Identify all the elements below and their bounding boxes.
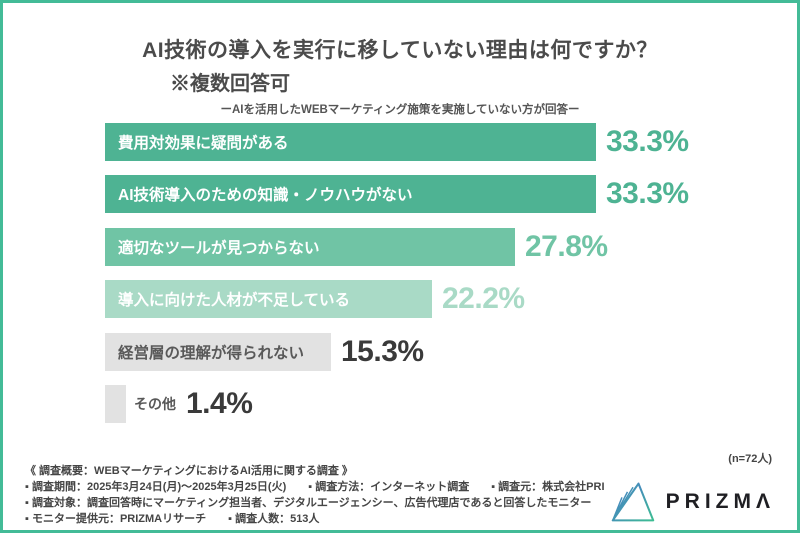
bar-value-label: 33.3%: [606, 125, 689, 158]
bar: AI技術導入のための知識・ノウハウがない: [105, 175, 596, 213]
bar-value-label: 1.4%: [186, 387, 253, 420]
sample-size-label: (n=72人): [728, 453, 772, 465]
bar-category-label: AI技術導入のための知識・ノウハウがない: [118, 187, 413, 204]
bar: 費用対効果に疑問がある: [105, 123, 596, 161]
survey-summary-line: ▪ 調査対象：調査回答時にマーケティング担当者、デジタルエージェンシー、広告代理…: [25, 497, 592, 509]
bar-category-label: 経営層の理解が得られない: [118, 345, 305, 362]
survey-summary-line: 《 調査概要：WEBマーケティングにおけるAI活用に関する調査 》: [25, 465, 353, 477]
bar: 導入に向けた人材が不足している: [105, 280, 432, 318]
multi-answer-note: ※複数回答可: [170, 73, 290, 95]
bar-category-label: 導入に向けた人材が不足している: [118, 292, 351, 309]
bar-row: AI技術導入のための知識・ノウハウがない 33.3%: [105, 175, 689, 213]
bar-value-label: 22.2%: [442, 282, 525, 315]
bar-value-label: 15.3%: [341, 335, 424, 368]
prism-triangle-icon: [611, 482, 654, 522]
bar: 適切なツールが見つからない: [105, 228, 515, 266]
bar-category-label: その他: [134, 396, 176, 412]
survey-summary-line: ▪ モニター提供元：PRIZMAリサーチ ▪ 調査人数：513人: [25, 513, 320, 525]
bar-value-label: 33.3%: [606, 177, 689, 210]
bar: 経営層の理解が得られない: [105, 333, 331, 371]
bar-row: 導入に向けた人材が不足している 22.2%: [105, 280, 525, 318]
page-title: AI技術の導入を実行に移していない理由は何ですか？: [142, 39, 658, 62]
bar-category-label: 費用対効果に疑問がある: [118, 135, 289, 152]
bar-row: 費用対効果に疑問がある 33.3%: [105, 123, 689, 161]
prizma-logo: PRIZMΛ: [603, 475, 781, 529]
bar-category-label: 適切なツールが見つからない: [118, 240, 320, 257]
bar-row: その他 1.4%: [105, 385, 253, 423]
survey-summary: 《 調査概要：WEBマーケティングにおけるAI活用に関する調査 》 ▪ 調査期間…: [25, 463, 628, 527]
bar: [105, 385, 126, 423]
survey-summary-line: ▪ 調査期間：2025年3月24日(月)～2025年3月25日(火) ▪ 調査方…: [25, 481, 629, 493]
prizma-logo-text: PRIZMΛ: [665, 490, 775, 513]
respondent-note: ーAIを活用したWEBマーケティング施策を実施していない方が回答ー: [220, 104, 580, 116]
bar-row: 経営層の理解が得られない 15.3%: [105, 333, 424, 371]
bar-value-label: 27.8%: [525, 230, 608, 263]
bar-row: 適切なツールが見つからない 27.8%: [105, 228, 608, 266]
